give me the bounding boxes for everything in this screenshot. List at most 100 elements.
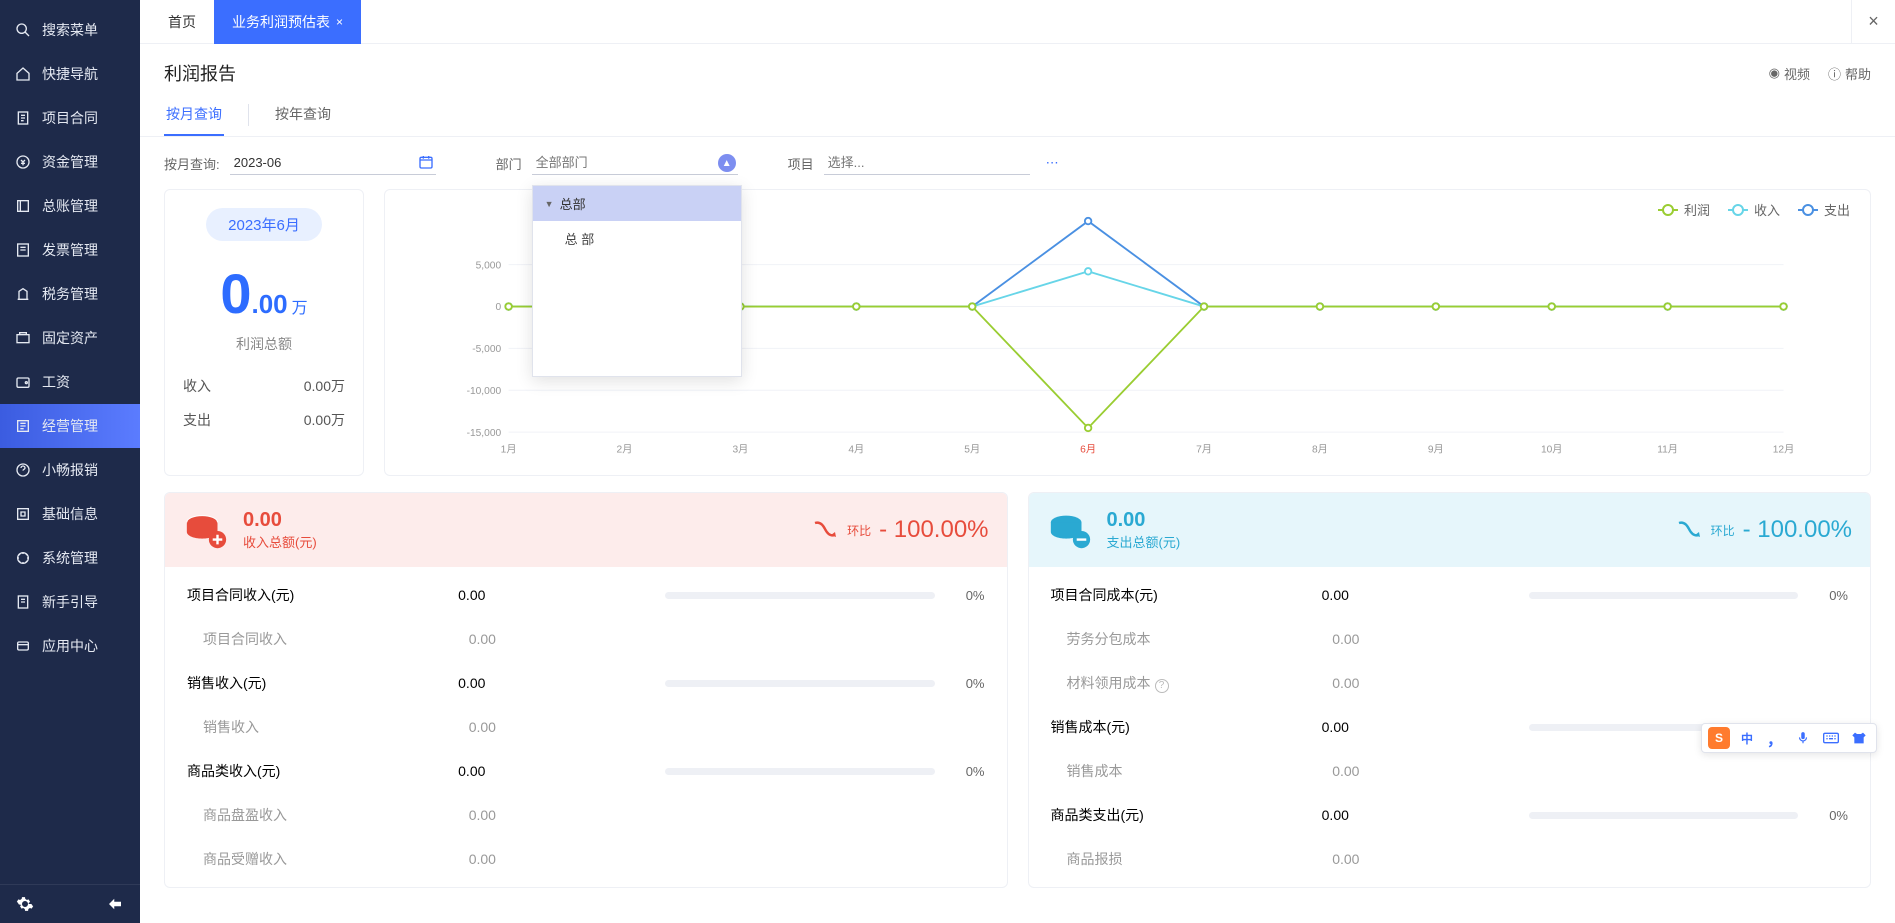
- sidebar: 搜索菜单快捷导航项目合同资金管理总账管理发票管理税务管理固定资产工资经营管理小畅…: [0, 0, 140, 923]
- tab-0[interactable]: 首页: [150, 0, 214, 44]
- sidebar-item-12[interactable]: 系统管理: [0, 536, 140, 580]
- ime-lang[interactable]: 中: [1736, 727, 1758, 749]
- close-icon[interactable]: ×: [336, 15, 343, 29]
- sidebar-item-5[interactable]: 发票管理: [0, 228, 140, 272]
- collapse-icon[interactable]: [106, 895, 124, 913]
- content: 2023年6月 0.00万 利润总额 收入0.00万 支出0.00万 利润 收入: [140, 189, 1895, 923]
- sidebar-item-label: 税务管理: [42, 284, 98, 304]
- sidebar-item-label: 总账管理: [42, 196, 98, 216]
- svg-text:7月: 7月: [1196, 444, 1212, 456]
- ime-skin-icon[interactable]: [1848, 727, 1870, 749]
- ime-mic-icon[interactable]: [1792, 727, 1814, 749]
- legend-profit: 利润: [1658, 200, 1710, 219]
- sidebar-item-7[interactable]: 固定资产: [0, 316, 140, 360]
- sidebar-bottom: [0, 884, 140, 923]
- svg-text:10月: 10月: [1541, 444, 1563, 456]
- legend-expense: 支出: [1798, 200, 1850, 219]
- title-row: 利润报告 ◉ 视频 ⓘ 帮助: [140, 44, 1895, 94]
- subtab-monthly[interactable]: 按月查询: [164, 94, 224, 136]
- svg-text:9月: 9月: [1428, 444, 1444, 456]
- panel-row: 商品类支出(元)0.000%: [1029, 793, 1871, 837]
- income-amount: 0.00: [243, 509, 317, 532]
- sidebar-item-6[interactable]: 税务管理: [0, 272, 140, 316]
- svg-text:8月: 8月: [1312, 444, 1328, 456]
- svg-text:2月: 2月: [617, 444, 633, 456]
- subtabs: 按月查询 按年查询: [140, 94, 1895, 137]
- svg-text:-10,000: -10,000: [467, 386, 502, 397]
- sidebar-item-2[interactable]: 项目合同: [0, 96, 140, 140]
- calendar-icon[interactable]: [418, 154, 434, 173]
- date-input[interactable]: [230, 151, 436, 175]
- panel-row: 劳务分包成本0.00: [1029, 617, 1871, 661]
- search-icon: [14, 21, 32, 39]
- ime-logo-icon[interactable]: S: [1708, 727, 1730, 749]
- sidebar-item-13[interactable]: 新手引导: [0, 580, 140, 624]
- info-icon[interactable]: ?: [1155, 679, 1169, 693]
- panel-row: 商品盘盈收入0.00: [165, 793, 1007, 837]
- panel-row: 销售收入(元)0.000%: [165, 661, 1007, 705]
- system-icon: [14, 549, 32, 567]
- sidebar-item-11[interactable]: 基础信息: [0, 492, 140, 536]
- sidebar-item-label: 基础信息: [42, 504, 98, 524]
- sidebar-item-14[interactable]: 应用中心: [0, 624, 140, 668]
- svg-text:4月: 4月: [848, 444, 864, 456]
- tabs-row: 首页业务利润预估表× ×: [140, 0, 1895, 44]
- expense-panel: 0.00 支出总额(元) 环比 - 100.00% 项目合同成本(元)0.000…: [1028, 492, 1872, 888]
- sidebar-item-label: 新手引导: [42, 592, 98, 612]
- dropdown-item-hq[interactable]: ▼总部: [533, 186, 741, 221]
- proj-more-icon[interactable]: ⋯: [1046, 155, 1061, 171]
- ime-keyboard-icon[interactable]: [1820, 727, 1842, 749]
- dept-select-wrap: ▲ ▼总部 总 部: [532, 151, 738, 175]
- subtab-yearly[interactable]: 按年查询: [273, 94, 333, 136]
- summary-total: 0.00万: [220, 261, 307, 326]
- summary-period: 2023年6月: [206, 208, 322, 241]
- svg-text:0: 0: [495, 302, 501, 313]
- tab-1[interactable]: 业务利润预估表×: [214, 0, 361, 44]
- sidebar-item-8[interactable]: 工资: [0, 360, 140, 404]
- sidebar-item-1[interactable]: 快捷导航: [0, 52, 140, 96]
- sidebar-item-4[interactable]: 总账管理: [0, 184, 140, 228]
- proj-input[interactable]: [824, 151, 1030, 175]
- close-all-tabs[interactable]: ×: [1851, 0, 1895, 44]
- expense-change-label: 环比: [1711, 522, 1735, 539]
- income-change-label: 环比: [847, 522, 871, 539]
- dept-input[interactable]: [532, 151, 738, 175]
- sidebar-item-label: 经营管理: [42, 416, 98, 436]
- sidebar-item-label: 搜索菜单: [42, 20, 98, 40]
- video-link[interactable]: ◉ 视频: [1769, 64, 1810, 83]
- panel-row: 销售成本0.00: [1029, 749, 1871, 793]
- proj-label: 项目: [788, 154, 814, 173]
- ime-punct-icon[interactable]: ，: [1764, 727, 1786, 749]
- main: 首页业务利润预估表× × 利润报告 ◉ 视频 ⓘ 帮助 按月查询 按年查询 按月…: [140, 0, 1895, 923]
- asset-icon: [14, 329, 32, 347]
- invoice-icon: [14, 241, 32, 259]
- sidebar-item-10[interactable]: 小畅报销: [0, 448, 140, 492]
- summary-total-label: 利润总额: [236, 334, 292, 354]
- book-icon: [14, 197, 32, 215]
- svg-text:1月: 1月: [501, 444, 517, 456]
- ime-toolbar[interactable]: S 中 ，: [1701, 723, 1877, 753]
- wallet-icon: [14, 373, 32, 391]
- settings-icon[interactable]: [16, 895, 34, 913]
- svg-text:3月: 3月: [732, 444, 748, 456]
- svg-text:5,000: 5,000: [476, 260, 502, 271]
- svg-text:6月: 6月: [1080, 444, 1096, 456]
- date-label: 按月查询:: [164, 154, 220, 173]
- sidebar-item-9[interactable]: 经营管理: [0, 404, 140, 448]
- reimburse-icon: [14, 461, 32, 479]
- help-link[interactable]: ⓘ 帮助: [1828, 64, 1871, 83]
- trend-down-icon: [813, 519, 839, 541]
- dropdown-item-hq-child[interactable]: 总 部: [533, 221, 741, 256]
- page-title: 利润报告: [164, 60, 236, 86]
- income-panel: 0.00 收入总额(元) 环比 - 100.00% 项目合同收入(元)0.000…: [164, 492, 1008, 888]
- info-icon: [14, 505, 32, 523]
- sidebar-item-3[interactable]: 资金管理: [0, 140, 140, 184]
- summary-expense-row: 支出0.00万: [183, 410, 345, 430]
- panel-row: 商品受赠收入0.00: [165, 837, 1007, 881]
- expense-panel-head: 0.00 支出总额(元) 环比 - 100.00%: [1029, 493, 1871, 567]
- apps-icon: [14, 637, 32, 655]
- chevron-up-icon[interactable]: ▲: [718, 154, 736, 172]
- svg-text:-15,000: -15,000: [467, 428, 502, 439]
- svg-text:11月: 11月: [1657, 444, 1678, 456]
- sidebar-item-0[interactable]: 搜索菜单: [0, 8, 140, 52]
